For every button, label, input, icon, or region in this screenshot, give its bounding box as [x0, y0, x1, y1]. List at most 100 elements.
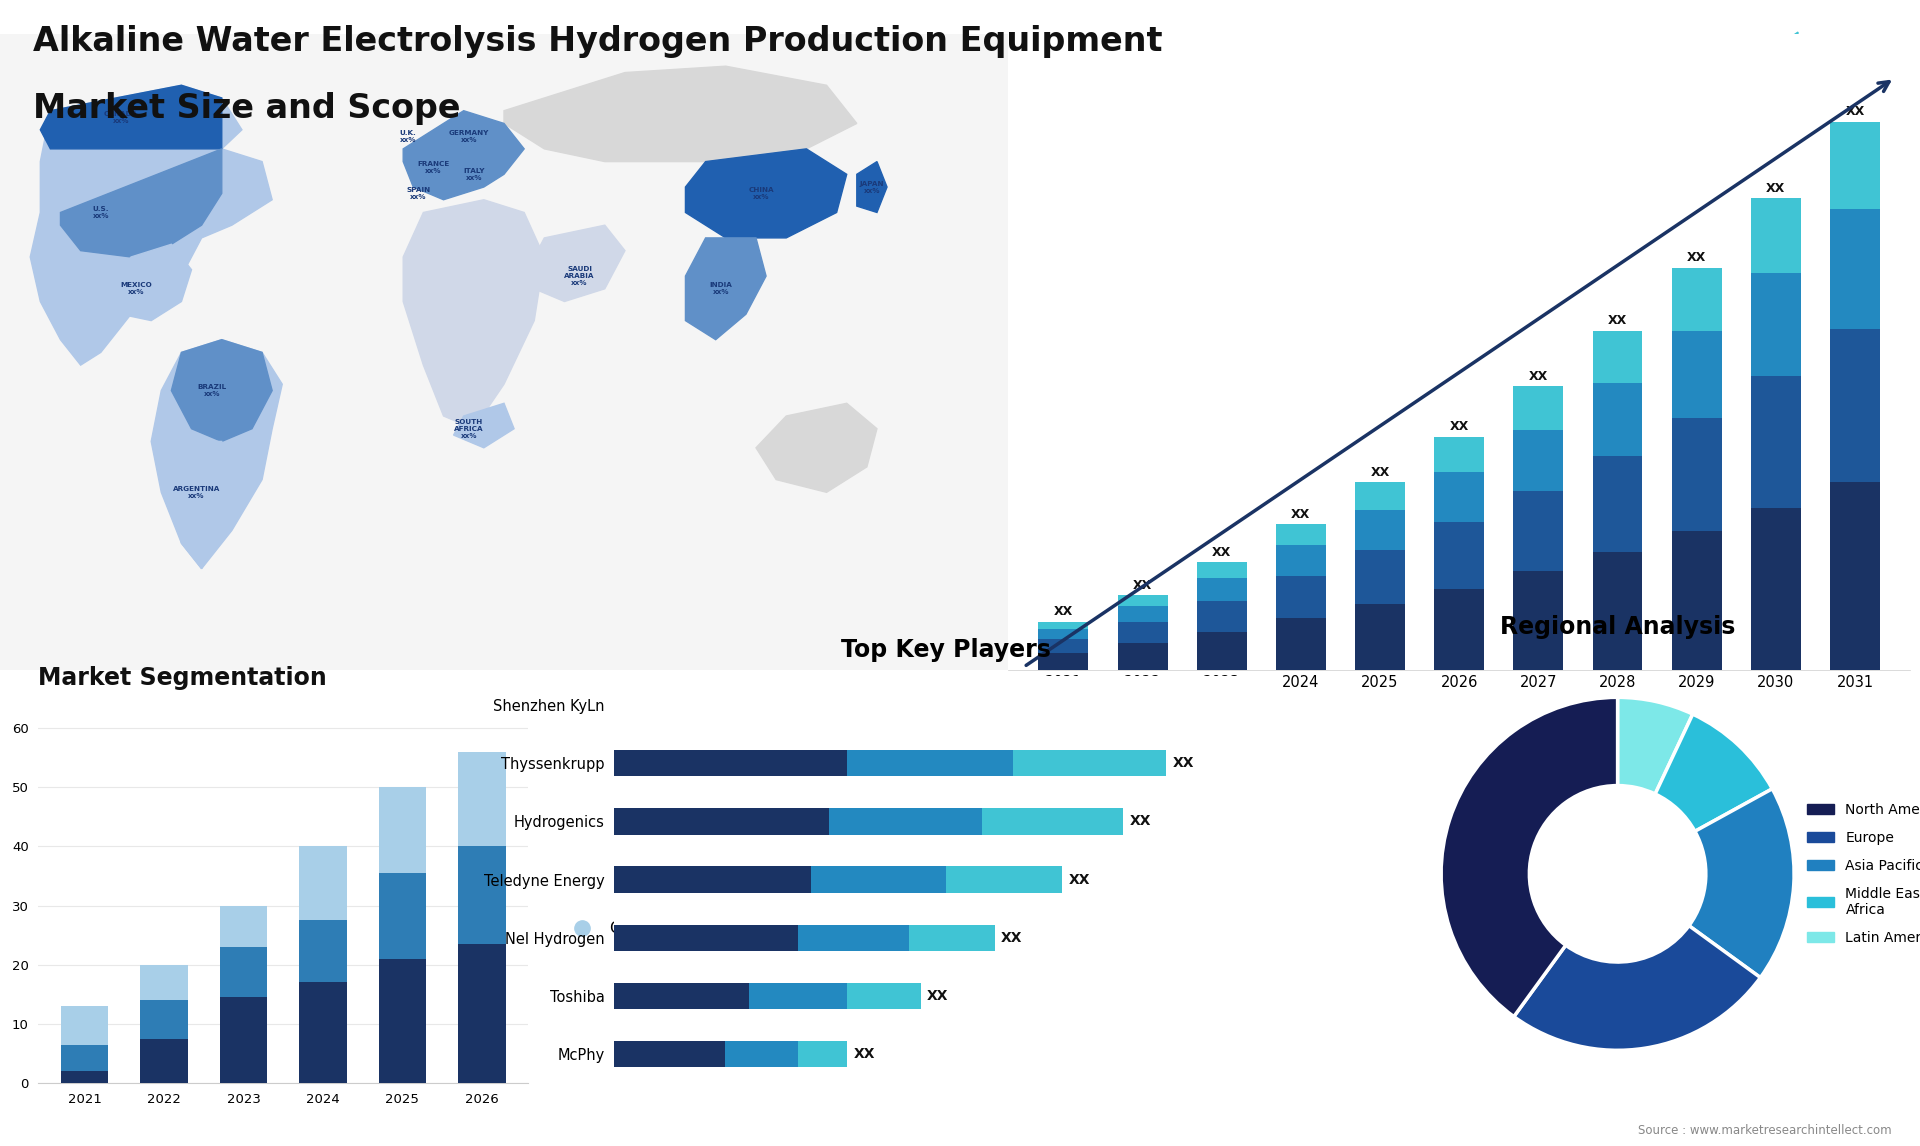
- Bar: [300, 847, 348, 920]
- Polygon shape: [61, 149, 221, 257]
- Text: SOUTH
AFRICA
xx%: SOUTH AFRICA xx%: [453, 418, 484, 439]
- Text: XX: XX: [1371, 465, 1390, 479]
- Bar: [1277, 618, 1327, 670]
- Bar: [140, 1000, 188, 1038]
- Text: ARGENTINA
xx%: ARGENTINA xx%: [173, 486, 221, 499]
- Bar: [1277, 524, 1327, 545]
- Bar: [1513, 386, 1563, 430]
- Bar: [140, 1038, 188, 1083]
- Bar: [1751, 198, 1801, 273]
- Bar: [614, 1041, 724, 1067]
- Text: XX: XX: [1000, 931, 1021, 944]
- Bar: [614, 983, 749, 1008]
- Bar: [1117, 643, 1167, 670]
- Polygon shape: [503, 66, 856, 162]
- Polygon shape: [111, 244, 192, 321]
- Bar: [1196, 563, 1246, 578]
- Bar: [847, 983, 922, 1008]
- Bar: [219, 947, 267, 997]
- Bar: [459, 847, 505, 944]
- Bar: [140, 965, 188, 1000]
- Polygon shape: [756, 403, 877, 493]
- Text: XX: XX: [927, 989, 948, 1003]
- Text: INDIA
xx%: INDIA xx%: [708, 282, 732, 296]
- Bar: [1672, 418, 1722, 531]
- Bar: [1830, 209, 1880, 329]
- Text: BRAZIL
xx%: BRAZIL xx%: [198, 384, 227, 397]
- Bar: [799, 925, 908, 951]
- Bar: [1513, 490, 1563, 571]
- Bar: [829, 808, 983, 834]
- Bar: [219, 997, 267, 1083]
- Polygon shape: [1716, 32, 1797, 88]
- Bar: [1751, 376, 1801, 509]
- Text: XX: XX: [1845, 105, 1864, 118]
- Wedge shape: [1442, 697, 1619, 1017]
- Text: XX: XX: [1054, 605, 1073, 618]
- Polygon shape: [453, 403, 515, 448]
- Text: XX: XX: [1450, 421, 1469, 433]
- Bar: [1196, 633, 1246, 670]
- Bar: [219, 905, 267, 947]
- Bar: [1356, 604, 1405, 670]
- Bar: [1014, 751, 1167, 776]
- Bar: [1356, 510, 1405, 550]
- Text: XX: XX: [1688, 251, 1707, 265]
- Bar: [1592, 456, 1642, 552]
- Text: JAPAN
xx%: JAPAN xx%: [860, 181, 885, 194]
- Bar: [300, 982, 348, 1083]
- Text: U.K.
xx%: U.K. xx%: [399, 129, 417, 142]
- Polygon shape: [31, 85, 273, 366]
- Title: Top Key Players: Top Key Players: [841, 637, 1050, 661]
- Bar: [1356, 550, 1405, 604]
- Text: MEXICO
xx%: MEXICO xx%: [121, 282, 152, 296]
- Bar: [614, 751, 847, 776]
- Bar: [1672, 268, 1722, 330]
- Bar: [749, 983, 847, 1008]
- Bar: [1356, 482, 1405, 510]
- Text: Market Segmentation: Market Segmentation: [38, 666, 326, 690]
- Bar: [1196, 578, 1246, 601]
- Text: GERMANY
xx%: GERMANY xx%: [449, 129, 490, 142]
- Polygon shape: [40, 85, 221, 149]
- Bar: [947, 866, 1062, 893]
- Bar: [61, 1044, 108, 1072]
- Bar: [1592, 330, 1642, 383]
- Bar: [1592, 552, 1642, 670]
- Polygon shape: [171, 441, 232, 568]
- Wedge shape: [1513, 926, 1761, 1050]
- Bar: [459, 944, 505, 1083]
- Text: SAUDI
ARABIA
xx%: SAUDI ARABIA xx%: [564, 266, 595, 286]
- Polygon shape: [685, 238, 766, 339]
- Bar: [1513, 571, 1563, 670]
- Bar: [810, 866, 947, 893]
- Bar: [1513, 430, 1563, 490]
- Bar: [1277, 545, 1327, 576]
- Text: Source : www.marketresearchintellect.com: Source : www.marketresearchintellect.com: [1638, 1124, 1891, 1137]
- Polygon shape: [1701, 32, 1780, 88]
- Bar: [1117, 606, 1167, 621]
- Text: XX: XX: [1292, 508, 1311, 520]
- Bar: [1117, 621, 1167, 643]
- Bar: [1672, 531, 1722, 670]
- Bar: [1434, 523, 1484, 589]
- Bar: [459, 752, 505, 847]
- Text: XX: XX: [1212, 545, 1231, 559]
- Text: XX: XX: [1528, 370, 1548, 383]
- Bar: [614, 808, 829, 834]
- Bar: [983, 808, 1123, 834]
- Bar: [614, 925, 799, 951]
- Legend: Geography: Geography: [561, 916, 699, 942]
- Bar: [1830, 482, 1880, 670]
- Bar: [724, 1041, 799, 1067]
- Bar: [799, 1041, 847, 1067]
- Text: MARKET: MARKET: [1761, 100, 1799, 109]
- Bar: [1592, 383, 1642, 456]
- Bar: [1039, 621, 1089, 629]
- Text: Alkaline Water Electrolysis Hydrogen Production Equipment: Alkaline Water Electrolysis Hydrogen Pro…: [33, 25, 1162, 58]
- Text: XX: XX: [1173, 756, 1194, 770]
- Polygon shape: [685, 149, 847, 238]
- Legend: North America, Europe, Asia Pacific, Middle East &
Africa, Latin America: North America, Europe, Asia Pacific, Mid…: [1801, 798, 1920, 950]
- Bar: [378, 873, 426, 959]
- Text: RESEARCH: RESEARCH: [1755, 117, 1805, 126]
